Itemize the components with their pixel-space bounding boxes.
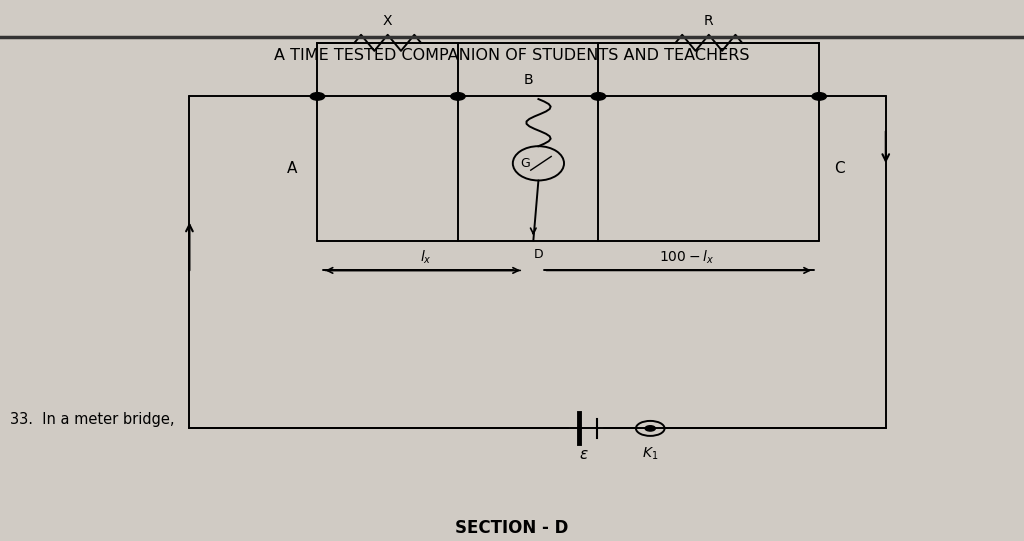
Circle shape [645,426,655,431]
Text: $\varepsilon$: $\varepsilon$ [579,447,589,461]
Text: SECTION - D: SECTION - D [456,519,568,537]
Text: $100 - l_x$: $100 - l_x$ [658,248,714,266]
Text: G: G [521,157,530,170]
Text: $K_1$: $K_1$ [642,446,658,463]
Text: C: C [835,161,845,176]
Text: A TIME TESTED COMPANION OF STUDENTS AND TEACHERS: A TIME TESTED COMPANION OF STUDENTS AND … [274,48,750,63]
Text: R: R [705,15,714,29]
Text: $l_x$: $l_x$ [420,248,431,266]
Circle shape [310,93,325,100]
Circle shape [451,93,465,100]
Text: D: D [534,248,543,261]
Text: 33.  In a meter bridge,: 33. In a meter bridge, [10,412,175,427]
Text: B: B [523,74,532,87]
Text: A: A [287,161,297,176]
Circle shape [812,93,826,100]
Text: X: X [383,15,392,29]
Circle shape [591,93,605,100]
